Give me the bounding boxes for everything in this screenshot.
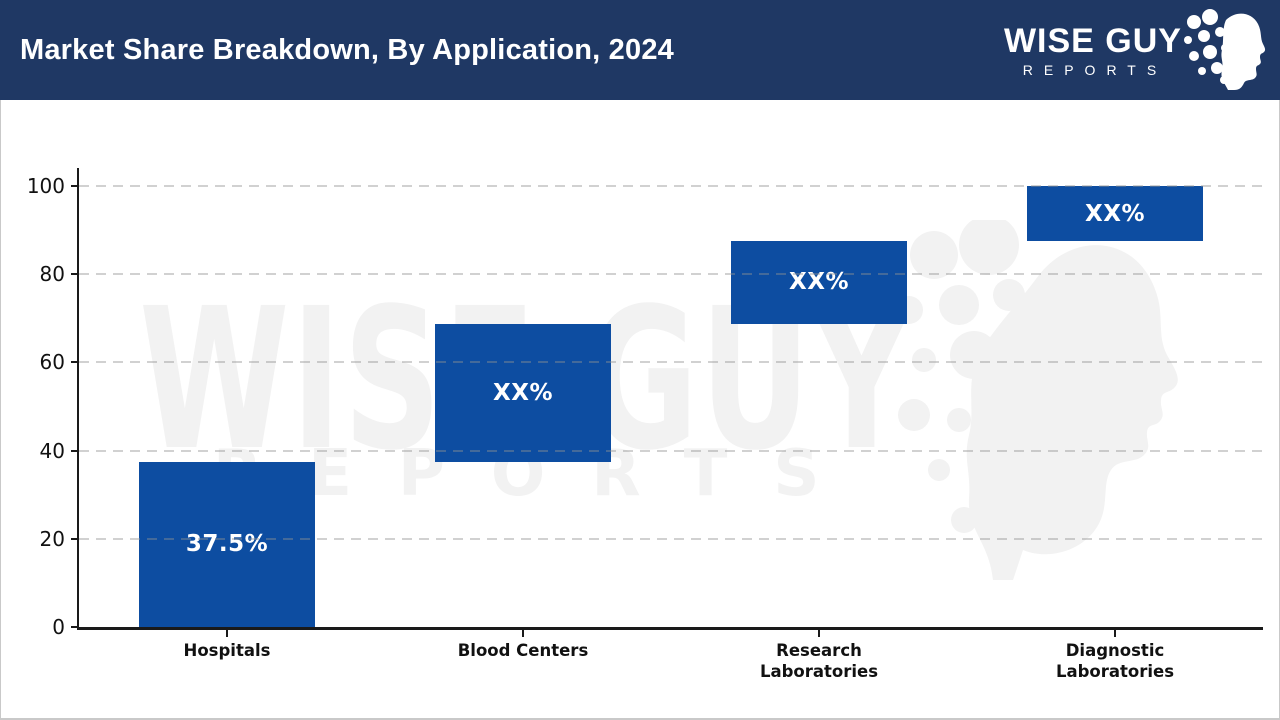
- y-tick-label-100: 100: [26, 174, 65, 198]
- y-tick-40: [71, 449, 79, 452]
- x-category-label: Research Laboratories: [759, 641, 879, 681]
- brand-wordmark: WISE GUY: [1003, 21, 1182, 60]
- y-tick-label-80: 80: [39, 262, 65, 287]
- y-tick-label-0: 0: [52, 615, 65, 639]
- x-tick-3: [1114, 629, 1116, 637]
- y-tick-label-40: 40: [39, 438, 65, 463]
- bar-blood-centers: XX%: [435, 323, 611, 462]
- gridline-100: [79, 185, 1263, 187]
- x-tick-0: [226, 629, 228, 637]
- chart-area: WISE GUY REPORTS 0 20 40 60 80 100 37.5% Hospit…: [0, 100, 1280, 720]
- gridline-80: [79, 273, 1263, 276]
- bar-diagnostic-laboratories: XX%: [1027, 186, 1203, 242]
- page-title: Market Share Breakdown, By Application, …: [20, 33, 674, 66]
- x-category-label: Diagnostic Laboratories: [1055, 641, 1175, 681]
- bar-hospitals: 37.5%: [139, 461, 315, 627]
- y-axis-line: [77, 168, 79, 630]
- x-category-label: Blood Centers: [457, 641, 589, 660]
- y-tick-100: [71, 185, 79, 187]
- watermark-face-icon: [895, 220, 1178, 580]
- bar-value-label: XX%: [788, 269, 849, 296]
- header: Market Share Breakdown, By Application, …: [0, 0, 1280, 100]
- x-axis-line: [77, 627, 1263, 630]
- brand-logo: WISE GUY REPORTS: [1004, 8, 1280, 92]
- gridline-40: [79, 449, 1263, 452]
- brand-subtext: REPORTS: [1022, 61, 1168, 78]
- x-category-label: Hospitals: [183, 641, 271, 660]
- y-tick-60: [71, 361, 79, 364]
- bar-value-label: XX%: [1084, 200, 1145, 227]
- y-tick-80: [71, 273, 79, 276]
- bar-value-label: XX%: [492, 379, 553, 406]
- y-tick-label-60: 60: [39, 350, 65, 375]
- y-tick-20: [71, 537, 79, 540]
- gridline-20: [79, 537, 1263, 540]
- y-tick-label-20: 20: [39, 526, 65, 551]
- gridline-60: [79, 361, 1263, 364]
- brand-face-icon: [1184, 9, 1266, 90]
- x-tick-2: [818, 629, 820, 637]
- brand-logo-text: WISE GUY REPORTS: [1004, 24, 1182, 77]
- x-tick-1: [522, 629, 524, 637]
- bar-research-laboratories: XX%: [731, 241, 907, 324]
- y-tick-0: [71, 626, 79, 628]
- bar-value-label: 37.5%: [185, 531, 269, 558]
